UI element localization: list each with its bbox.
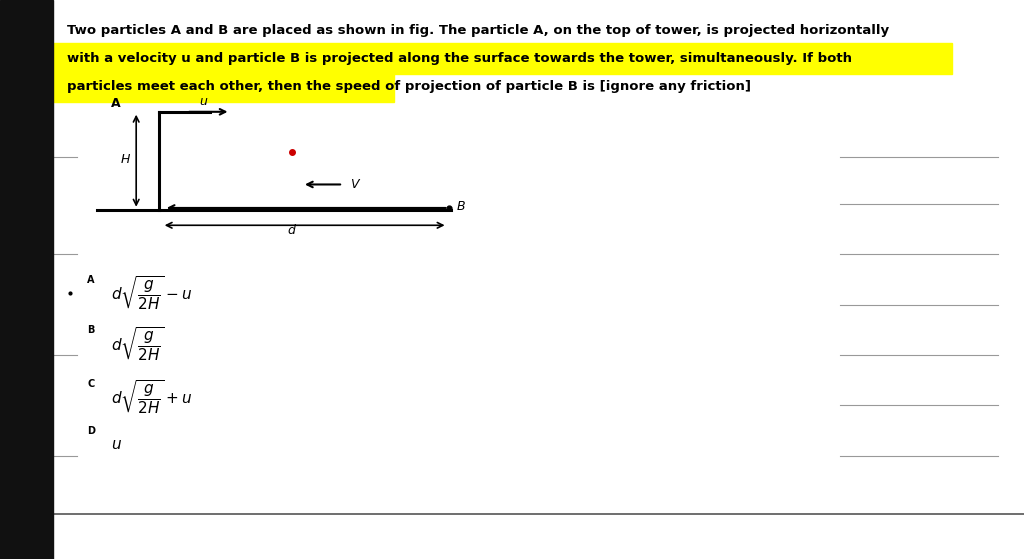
Text: V: V [350, 178, 358, 191]
Bar [0, 0, 53, 559]
Text: D: D [87, 426, 95, 436]
Text: B: B [87, 325, 94, 335]
Text: with a velocity u and particle B is projected along the surface towards the towe: with a velocity u and particle B is proj… [67, 52, 852, 65]
Text: $d\sqrt{\dfrac{g}{2H}} - u$: $d\sqrt{\dfrac{g}{2H}} - u$ [111, 274, 193, 312]
Text: A: A [111, 97, 120, 110]
Text: d: d [288, 224, 296, 238]
Text: $d\sqrt{\dfrac{g}{2H}}$: $d\sqrt{\dfrac{g}{2H}}$ [111, 325, 164, 363]
Bar [53, 43, 952, 74]
Text: H: H [121, 153, 130, 166]
Text: C: C [87, 378, 94, 389]
Text: $d\sqrt{\dfrac{g}{2H}} + u$: $d\sqrt{\dfrac{g}{2H}} + u$ [111, 378, 193, 416]
Bar [53, 71, 394, 102]
Text: u: u [200, 95, 208, 108]
Text: particles meet each other, then the speed of projection of particle B is [ignore: particles meet each other, then the spee… [67, 80, 751, 93]
Text: $u$: $u$ [111, 437, 122, 452]
Text: A: A [87, 275, 94, 285]
Text: Two particles A and B are placed as shown in fig. The particle A, on the top of : Two particles A and B are placed as show… [67, 24, 889, 37]
Text: $B$: $B$ [456, 200, 466, 214]
